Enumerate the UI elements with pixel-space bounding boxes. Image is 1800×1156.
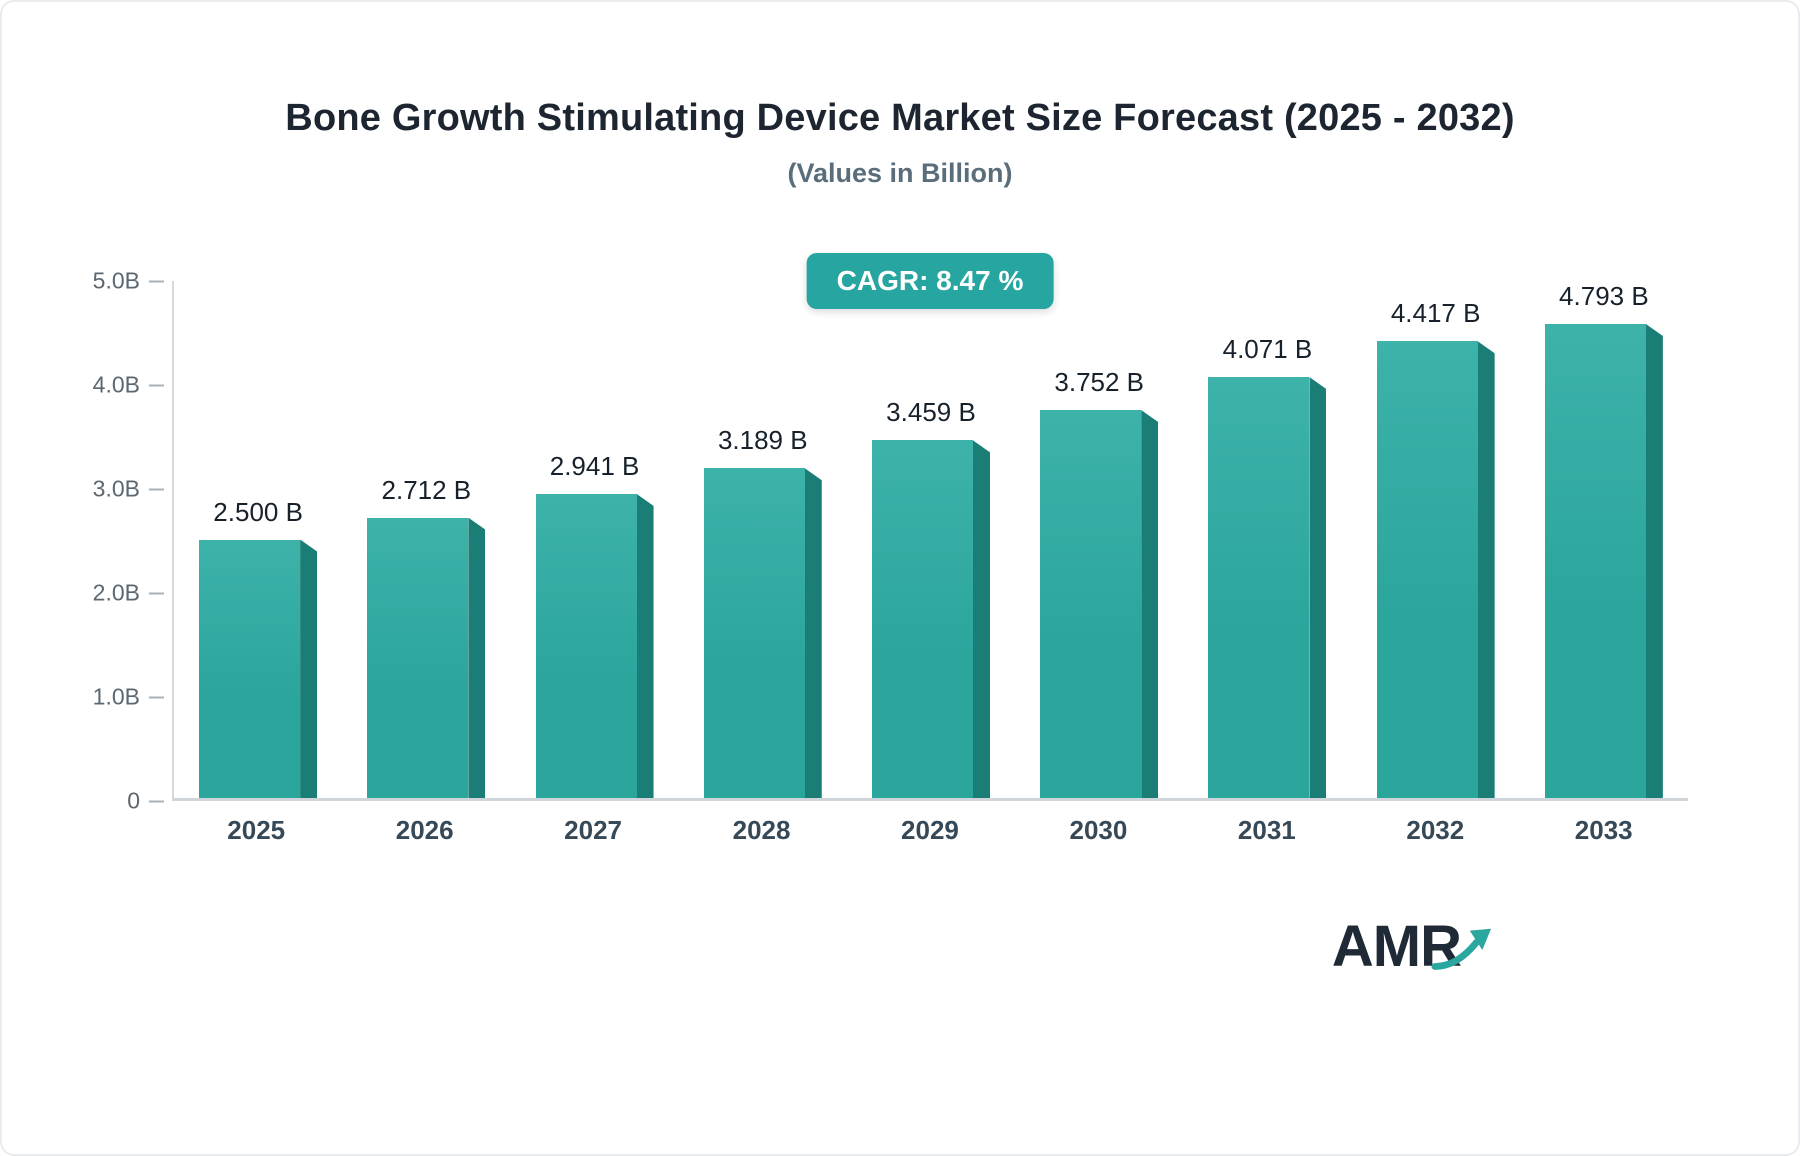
bar-face xyxy=(1544,324,1646,798)
bar xyxy=(1376,341,1495,798)
bar xyxy=(535,493,654,798)
bar-group: 3.752 B xyxy=(1015,281,1183,798)
bar xyxy=(703,468,822,798)
y-axis-tick: 1.0B xyxy=(93,684,164,711)
bar-group: 3.459 B xyxy=(847,281,1015,798)
x-axis-label: 2032 xyxy=(1406,815,1465,845)
bar-side-shadow xyxy=(972,440,990,798)
bar xyxy=(199,539,318,798)
bar-side-shadow xyxy=(636,493,654,798)
bar xyxy=(1040,410,1159,798)
bar-value-label: 3.189 B xyxy=(717,425,808,456)
bar-side-shadow xyxy=(1141,410,1159,798)
chart: CAGR: 8.47 % 5.0B 4.0B 3.0B 2.0B 1.0B 0 2.500… xyxy=(72,253,1728,846)
x-axis-label: 2029 xyxy=(901,815,959,845)
x-axis-label: 2030 xyxy=(1069,815,1128,845)
amr-logo: AMR xyxy=(1332,918,1493,976)
x-axis-label: 2027 xyxy=(564,815,623,845)
bar-group: 2.941 B xyxy=(510,281,678,798)
growth-arrow-icon xyxy=(1431,928,1492,970)
x-axis-label: 2033 xyxy=(1574,815,1633,845)
tick-mark xyxy=(149,280,164,282)
tick-mark xyxy=(149,800,164,802)
y-axis-label: 4.0B xyxy=(92,371,140,398)
bar-value-label: 2.941 B xyxy=(549,450,640,481)
bar-group: 3.189 B xyxy=(679,281,847,798)
x-axis-label: 2031 xyxy=(1237,815,1296,845)
y-axis-tick: 3.0B xyxy=(93,476,164,503)
bar-value-label: 2.712 B xyxy=(381,474,472,505)
bar xyxy=(871,440,990,798)
y-axis-label: 2.0B xyxy=(92,579,140,606)
x-axis-label: 2026 xyxy=(395,815,454,845)
bar-group: 4.071 B xyxy=(1183,281,1351,798)
bar-face xyxy=(703,468,805,798)
bar-side-shadow xyxy=(468,517,486,798)
y-axis: 5.0B 4.0B 3.0B 2.0B 1.0B 0 xyxy=(72,268,164,814)
tick-mark xyxy=(149,696,164,698)
x-axis-label: 2025 xyxy=(227,815,286,845)
bar-group: 2.500 B xyxy=(174,281,342,798)
bar-value-label: 4.793 B xyxy=(1559,281,1649,311)
bar-value-label: 4.417 B xyxy=(1390,298,1481,329)
bar-group: 4.793 B xyxy=(1520,281,1688,798)
bar-side-shadow xyxy=(1645,324,1663,798)
plot-area: 2.500 B 2.712 B 2.941 B 3.189 B 3.459 B 3.752… xyxy=(172,281,1688,801)
y-axis-label: 5.0B xyxy=(92,267,140,294)
bar-value-label: 3.459 B xyxy=(886,397,976,428)
bar xyxy=(1208,377,1327,798)
bar-side-shadow xyxy=(1477,341,1495,798)
bar-face xyxy=(367,517,469,798)
bar-value-label: 3.752 B xyxy=(1054,367,1145,398)
y-axis-tick: 4.0B xyxy=(93,372,164,399)
y-axis-tick: 5.0B xyxy=(93,268,164,295)
y-axis-label: 3.0B xyxy=(92,475,140,502)
y-axis-label: 1.0B xyxy=(92,683,140,710)
bar-side-shadow xyxy=(1309,377,1327,798)
y-axis-tick: 2.0B xyxy=(93,580,164,607)
bar-side-shadow xyxy=(804,468,822,798)
plot-wrap: CAGR: 8.47 % 5.0B 4.0B 3.0B 2.0B 1.0B 0 2.500… xyxy=(93,253,1688,814)
y-axis-label: 0 xyxy=(127,787,140,814)
x-axis: 2025 2026 2027 2028 2029 2030 2031 2032 2033 xyxy=(172,815,1688,846)
bar-face xyxy=(535,493,637,798)
cagr-badge: CAGR: 8.47 % xyxy=(806,253,1054,309)
bar-face xyxy=(1208,377,1310,798)
chart-subtitle: (Values in Billion) xyxy=(787,158,1013,188)
bar xyxy=(1544,324,1663,798)
tick-mark xyxy=(149,592,164,594)
bar-face xyxy=(1040,410,1142,798)
bars: 2.500 B 2.712 B 2.941 B 3.189 B 3.459 B 3.752… xyxy=(174,281,1688,798)
bar-value-label: 4.071 B xyxy=(1222,334,1313,365)
bar-face xyxy=(1376,341,1478,798)
bar-group: 2.712 B xyxy=(342,281,510,798)
bar-face xyxy=(871,440,973,798)
bar xyxy=(367,517,486,798)
bar-side-shadow xyxy=(300,539,318,798)
tick-mark xyxy=(149,488,164,490)
x-axis-label: 2028 xyxy=(732,815,791,845)
bar-group: 4.417 B xyxy=(1352,281,1520,798)
tick-mark xyxy=(149,384,164,386)
bar-face xyxy=(199,539,301,798)
bar-value-label: 2.500 B xyxy=(213,496,303,527)
y-axis-tick: 0 xyxy=(127,788,164,815)
chart-title: Bone Growth Stimulating Device Market Si… xyxy=(285,97,1515,139)
